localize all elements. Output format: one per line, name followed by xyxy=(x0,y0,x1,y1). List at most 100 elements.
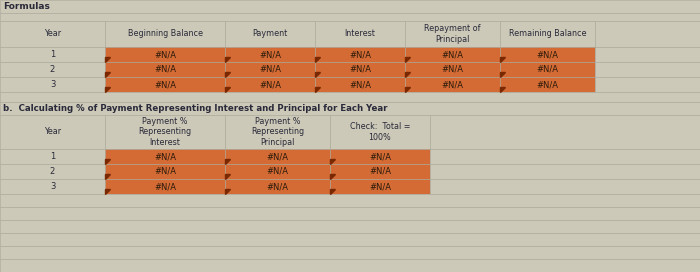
Bar xyxy=(225,179,330,194)
Text: #N/A: #N/A xyxy=(154,80,176,89)
Bar xyxy=(0,149,105,164)
Polygon shape xyxy=(500,72,505,77)
Text: Payment: Payment xyxy=(253,29,288,39)
Bar xyxy=(225,77,315,92)
Bar xyxy=(105,77,225,92)
Text: #N/A: #N/A xyxy=(154,152,176,161)
Bar xyxy=(0,233,700,246)
Bar xyxy=(225,62,315,77)
Text: #N/A: #N/A xyxy=(536,65,559,74)
Bar xyxy=(430,179,700,194)
Text: Remaining Balance: Remaining Balance xyxy=(509,29,587,39)
Bar xyxy=(0,0,700,13)
Bar xyxy=(105,21,225,47)
Polygon shape xyxy=(330,174,335,179)
Bar xyxy=(500,77,595,92)
Text: #N/A: #N/A xyxy=(259,80,281,89)
Polygon shape xyxy=(315,72,320,77)
Text: #N/A: #N/A xyxy=(349,50,371,59)
Text: #N/A: #N/A xyxy=(267,167,288,176)
Text: #N/A: #N/A xyxy=(536,50,559,59)
Bar xyxy=(105,179,225,194)
Text: Payment %
Representing
Principal: Payment % Representing Principal xyxy=(251,117,304,147)
Bar xyxy=(500,21,595,47)
Bar xyxy=(105,47,225,62)
Polygon shape xyxy=(225,57,230,62)
Polygon shape xyxy=(315,57,320,62)
Bar xyxy=(0,115,105,149)
Bar xyxy=(500,47,595,62)
Text: #N/A: #N/A xyxy=(369,182,391,191)
Polygon shape xyxy=(405,87,410,92)
Bar xyxy=(225,164,330,179)
Bar xyxy=(0,92,700,102)
Bar xyxy=(315,47,405,62)
Bar xyxy=(430,164,700,179)
Bar xyxy=(105,115,225,149)
Text: b.  Calculating % of Payment Representing Interest and Principal for Each Year: b. Calculating % of Payment Representing… xyxy=(3,104,388,113)
Bar xyxy=(0,220,700,233)
Text: 1: 1 xyxy=(50,50,55,59)
Polygon shape xyxy=(105,57,110,62)
Text: #N/A: #N/A xyxy=(536,80,559,89)
Text: 2: 2 xyxy=(50,167,55,176)
Bar xyxy=(0,21,105,47)
Polygon shape xyxy=(500,87,505,92)
Text: #N/A: #N/A xyxy=(267,182,288,191)
Text: #N/A: #N/A xyxy=(259,65,281,74)
Text: #N/A: #N/A xyxy=(442,80,463,89)
Bar xyxy=(595,77,700,92)
Bar xyxy=(405,21,500,47)
Text: 2: 2 xyxy=(50,65,55,74)
Polygon shape xyxy=(225,87,230,92)
Bar xyxy=(0,62,105,77)
Text: 1: 1 xyxy=(50,152,55,161)
Bar xyxy=(330,179,430,194)
Bar xyxy=(405,77,500,92)
Bar xyxy=(225,47,315,62)
Bar xyxy=(105,62,225,77)
Polygon shape xyxy=(105,189,110,194)
Bar xyxy=(430,115,700,149)
Text: Formulas: Formulas xyxy=(3,2,50,11)
Text: #N/A: #N/A xyxy=(349,80,371,89)
Bar xyxy=(0,102,700,115)
Bar xyxy=(225,115,330,149)
Bar xyxy=(330,115,430,149)
Text: Interest: Interest xyxy=(344,29,375,39)
Bar xyxy=(105,164,225,179)
Bar xyxy=(430,149,700,164)
Bar xyxy=(330,149,430,164)
Polygon shape xyxy=(225,159,230,164)
Text: #N/A: #N/A xyxy=(267,152,288,161)
Text: Repayment of
Principal: Repayment of Principal xyxy=(424,24,481,44)
Polygon shape xyxy=(225,174,230,179)
Text: 3: 3 xyxy=(50,182,55,191)
Text: Payment %
Representing
Interest: Payment % Representing Interest xyxy=(139,117,192,147)
Bar xyxy=(595,62,700,77)
Text: #N/A: #N/A xyxy=(369,167,391,176)
Bar xyxy=(595,47,700,62)
Text: 3: 3 xyxy=(50,80,55,89)
Polygon shape xyxy=(225,189,230,194)
Bar xyxy=(315,77,405,92)
Bar xyxy=(595,21,700,47)
Text: #N/A: #N/A xyxy=(154,182,176,191)
Text: Year: Year xyxy=(44,29,61,39)
Bar xyxy=(405,47,500,62)
Polygon shape xyxy=(105,87,110,92)
Bar xyxy=(0,77,105,92)
Bar xyxy=(0,164,105,179)
Text: #N/A: #N/A xyxy=(154,65,176,74)
Text: #N/A: #N/A xyxy=(259,50,281,59)
Bar xyxy=(500,62,595,77)
Bar xyxy=(225,21,315,47)
Text: #N/A: #N/A xyxy=(349,65,371,74)
Text: #N/A: #N/A xyxy=(442,65,463,74)
Text: Beginning Balance: Beginning Balance xyxy=(127,29,202,39)
Polygon shape xyxy=(105,72,110,77)
Text: #N/A: #N/A xyxy=(154,50,176,59)
Text: #N/A: #N/A xyxy=(369,152,391,161)
Bar xyxy=(315,62,405,77)
Bar xyxy=(0,207,700,220)
